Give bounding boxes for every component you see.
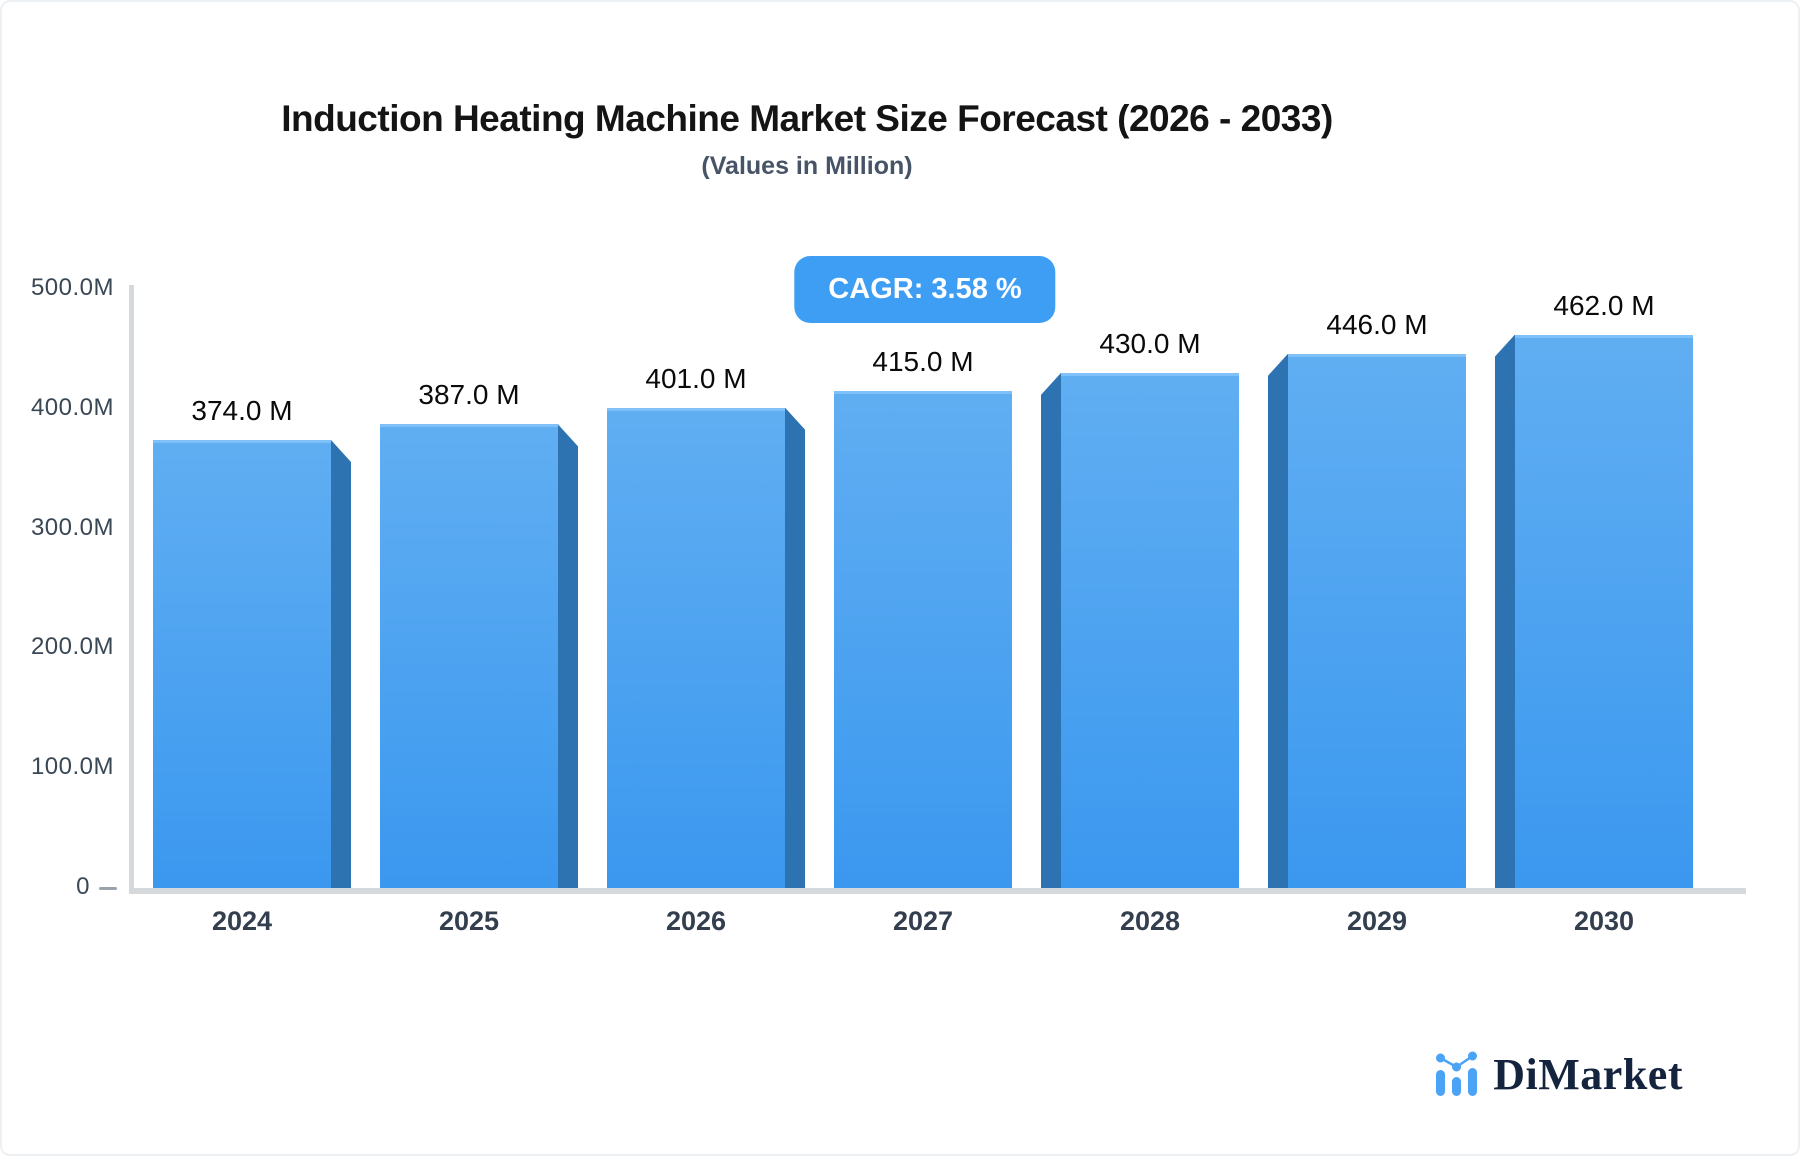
cagr-badge-label: CAGR: 3.58 %: [828, 273, 1022, 305]
y-axis-tick-label: 0: [76, 873, 90, 900]
x-axis-category-label: 2024: [211, 906, 273, 936]
dimarket-logo: DiMarket: [1433, 1049, 1683, 1100]
y-axis-tick-label: 400.0M: [30, 393, 114, 421]
x-axis-category-label: 2025: [438, 906, 500, 936]
x-axis-category-label: 2029: [1346, 906, 1408, 936]
chart-title: Induction Heating Machine Market Size Fo…: [281, 98, 1333, 139]
bar-value-label: 387.0 M: [418, 379, 520, 411]
x-axis-category-label: 2030: [1573, 906, 1635, 936]
x-axis-category-label: 2028: [1119, 906, 1181, 936]
bar-side-face: [331, 439, 351, 888]
y-axis-tick-label: 500.0M: [30, 274, 114, 301]
bar[interactable]: [834, 390, 1012, 888]
cagr-badge: CAGR: 3.58 %: [794, 256, 1056, 323]
bar-value-label: 446.0 M: [1326, 308, 1428, 340]
bar-value-label: 374.0 M: [191, 394, 293, 426]
bar-value-label: 462.0 M: [1553, 289, 1655, 321]
bar[interactable]: [1515, 334, 1693, 888]
y-axis-line: [129, 285, 134, 894]
bar-side-face: [1041, 372, 1061, 888]
bar[interactable]: [1288, 353, 1466, 888]
bar[interactable]: [153, 439, 331, 888]
bar-value-label: 415.0 M: [872, 345, 974, 377]
bar[interactable]: [607, 407, 785, 888]
bar-value-label: 430.0 M: [1099, 327, 1201, 359]
bar[interactable]: [1061, 372, 1239, 888]
x-axis-category-label: 2026: [665, 906, 727, 936]
bar-side-face: [785, 407, 805, 888]
bar-value-label: 401.0 M: [645, 362, 747, 394]
y-axis-tick-label: 100.0M: [30, 753, 114, 781]
y-axis-tick-label: 200.0M: [30, 633, 114, 661]
bar-side-face: [1495, 334, 1515, 888]
bar-side-face: [558, 424, 578, 888]
logo-text: DiMarket: [1493, 1050, 1683, 1099]
x-axis-line: [129, 888, 1746, 894]
chart-subtitle: (Values in Million): [701, 152, 913, 180]
bar[interactable]: [380, 424, 558, 888]
x-axis-category-label: 2027: [892, 906, 954, 936]
y-axis-tick-label: 300.0M: [30, 513, 114, 541]
bar-line-chart-icon: [1436, 1051, 1478, 1096]
zero-tick-mark: [99, 887, 117, 890]
bar-side-face: [1268, 353, 1288, 888]
